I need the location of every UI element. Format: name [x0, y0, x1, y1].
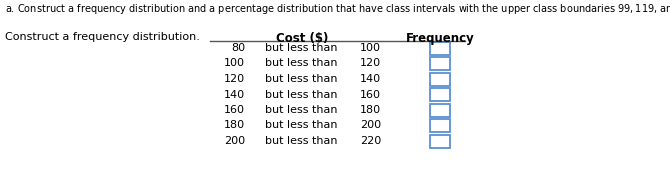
Text: 100: 100 — [360, 43, 381, 53]
Text: 140: 140 — [360, 74, 381, 84]
Text: 160: 160 — [224, 105, 245, 115]
Text: 160: 160 — [360, 89, 381, 100]
Bar — [430, 73, 450, 85]
Text: but less than: but less than — [265, 89, 338, 100]
Text: 140: 140 — [224, 89, 245, 100]
Text: 80: 80 — [231, 43, 245, 53]
Text: a. Construct a frequency distribution and a percentage distribution that have cl: a. Construct a frequency distribution an… — [5, 2, 670, 16]
Bar — [430, 42, 450, 54]
Text: 120: 120 — [224, 74, 245, 84]
Bar — [430, 135, 450, 148]
Bar — [430, 119, 450, 132]
Text: but less than: but less than — [265, 43, 338, 53]
Text: 180: 180 — [360, 105, 381, 115]
Text: Cost ($): Cost ($) — [276, 32, 329, 45]
Bar — [430, 104, 450, 117]
Text: but less than: but less than — [265, 121, 338, 130]
Text: Frequency: Frequency — [405, 32, 474, 45]
Bar — [430, 57, 450, 70]
Text: but less than: but less than — [265, 58, 338, 69]
Text: 200: 200 — [224, 136, 245, 146]
Text: 120: 120 — [360, 58, 381, 69]
Bar — [430, 88, 450, 101]
Text: 180: 180 — [224, 121, 245, 130]
Text: but less than: but less than — [265, 74, 338, 84]
Text: but less than: but less than — [265, 105, 338, 115]
Text: 100: 100 — [224, 58, 245, 69]
Text: 220: 220 — [360, 136, 381, 146]
Text: but less than: but less than — [265, 136, 338, 146]
Text: Construct a frequency distribution.: Construct a frequency distribution. — [5, 32, 200, 42]
Text: 200: 200 — [360, 121, 381, 130]
